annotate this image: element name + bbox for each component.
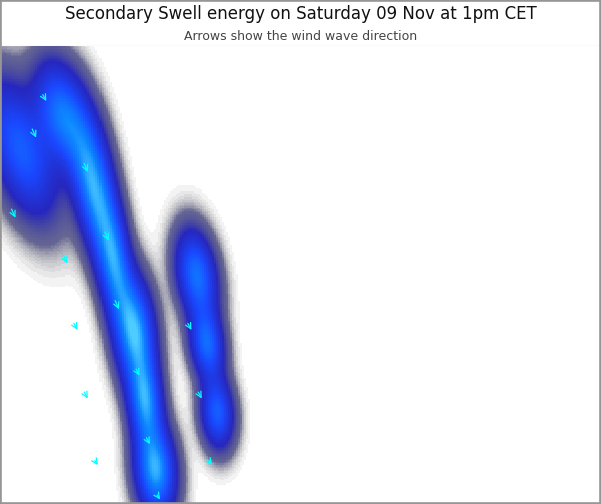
Text: Secondary Swell energy on Saturday 09 Nov at 1pm CET: Secondary Swell energy on Saturday 09 No… <box>65 5 536 23</box>
Text: Arrows show the wind wave direction: Arrows show the wind wave direction <box>184 30 417 43</box>
